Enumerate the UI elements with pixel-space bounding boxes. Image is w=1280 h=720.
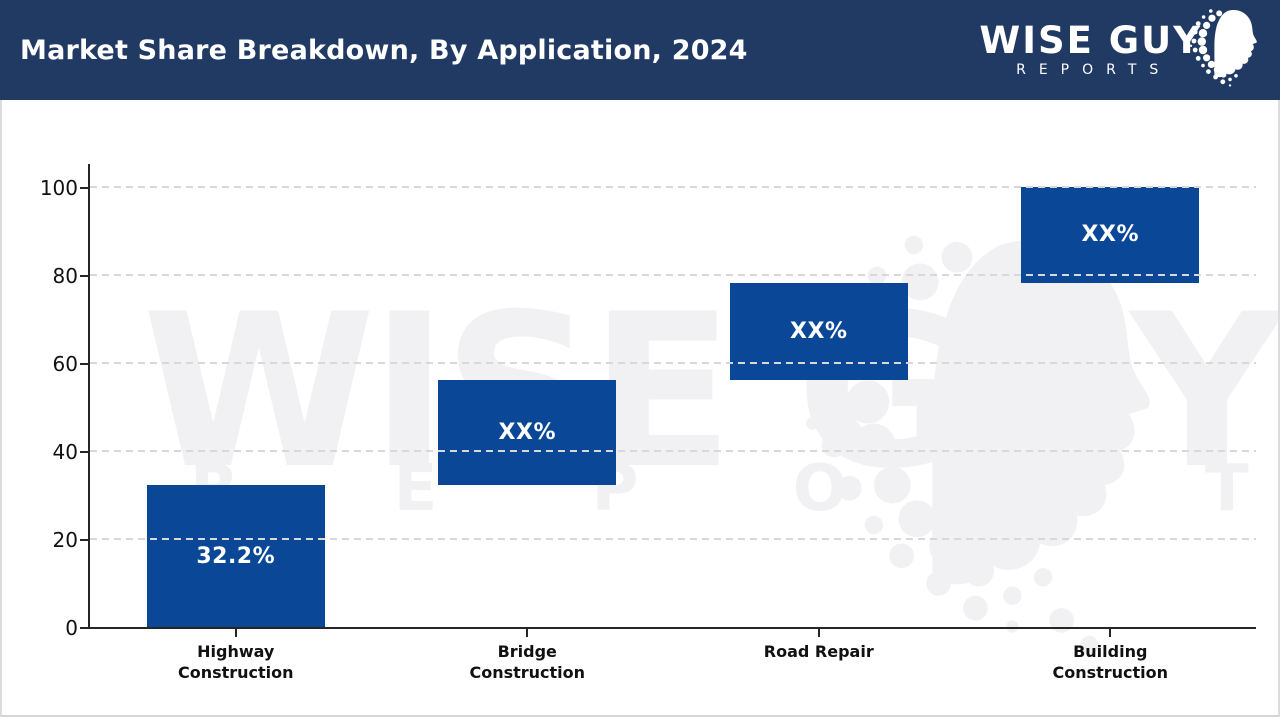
y-tick-label-80: 80	[52, 263, 78, 288]
x-axis-line	[88, 627, 1256, 629]
watermark-subtitle: R E P O R T S	[190, 452, 1278, 526]
y-tick-100	[80, 186, 88, 189]
bar-bridge-construction: XX%	[438, 380, 617, 486]
y-tick-label-60: 60	[52, 351, 78, 376]
x-tick-road-repair	[817, 629, 820, 637]
x-tick-bridge-construction	[526, 629, 529, 637]
x-tick-highway-construction	[234, 629, 237, 637]
y-tick-label-100: 100	[39, 175, 78, 200]
chart-area: WISE GUY R E P O R T S 32.2% XX% XX% XX% 0 20…	[0, 100, 1280, 717]
brand-logo: WISE GUY REPORTS	[979, 0, 1266, 100]
bar-value-label-road-repair: XX%	[790, 319, 848, 345]
y-tick-80	[80, 274, 88, 277]
y-tick-label-20: 20	[52, 527, 78, 552]
category-label-building-construction: Building Construction	[1052, 642, 1169, 682]
brand-logo-text: WISE GUY REPORTS	[979, 22, 1202, 78]
y-tick-label-40: 40	[52, 439, 78, 464]
y-tick-0	[80, 627, 88, 629]
bar-value-label-bridge-construction: XX%	[498, 420, 556, 446]
y-tick-20	[80, 538, 88, 541]
watermark-wordmark: WISE GUY	[142, 268, 1278, 515]
category-label-road-repair: Road Repair	[763, 642, 874, 661]
page-title: Market Share Breakdown, By Application, …	[20, 34, 748, 66]
gridline-40	[90, 449, 1256, 452]
logo-subtitle: REPORTS	[1016, 62, 1172, 78]
gridline-60	[90, 361, 1256, 364]
y-tick-40	[80, 450, 88, 453]
category-label-bridge-construction: Bridge Construction	[469, 642, 586, 682]
bar-highway-construction: 32.2%	[146, 485, 325, 627]
y-tick-60	[80, 362, 88, 365]
gridline-20	[90, 537, 1256, 540]
bar-value-label-building-construction: XX%	[1081, 222, 1139, 248]
gridline-100	[90, 185, 1256, 188]
gridline-80	[90, 273, 1256, 276]
header-bar: Market Share Breakdown, By Application, …	[0, 0, 1280, 100]
bar-building-construction: XX%	[1021, 186, 1200, 284]
bar-value-label-highway-construction: 32.2%	[196, 543, 276, 569]
y-tick-label-0: 0	[65, 616, 78, 640]
bar-road-repair: XX%	[729, 283, 908, 381]
x-tick-building-construction	[1109, 629, 1112, 637]
logo-wordmark: WISE GUY	[979, 19, 1202, 62]
logo-head-icon	[1189, 9, 1257, 87]
y-axis-line	[88, 164, 90, 629]
category-label-highway-construction: Highway Construction	[177, 642, 294, 682]
